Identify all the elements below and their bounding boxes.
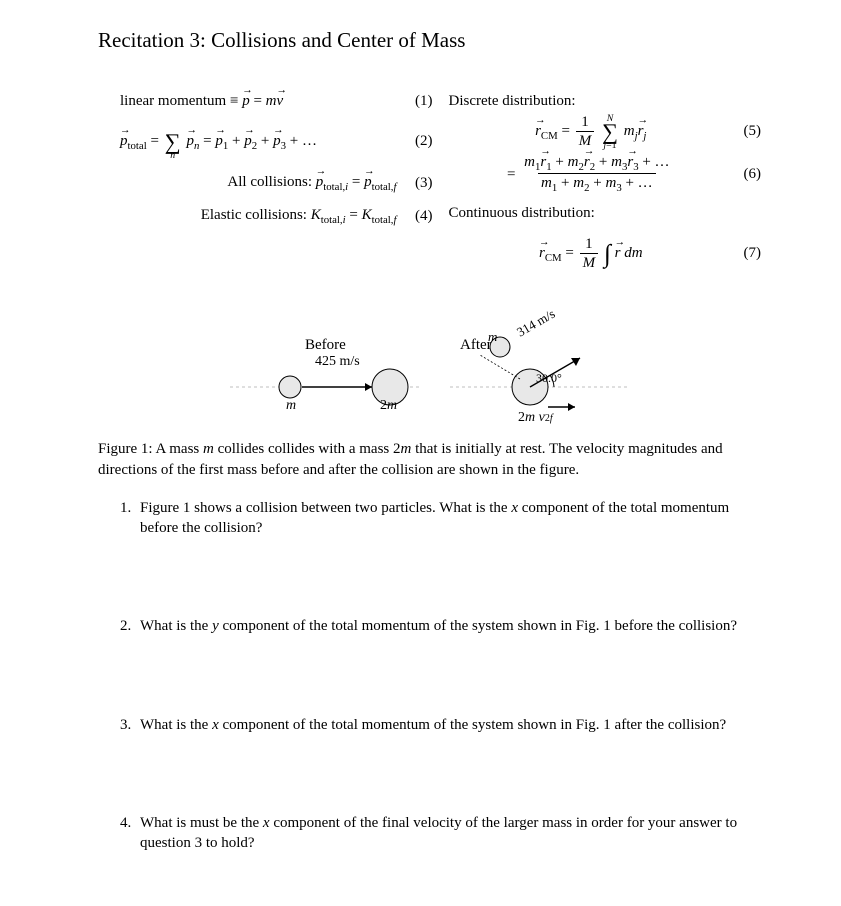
discrete-heading: Discrete distribution: — [449, 93, 734, 110]
mass-m-label: m — [286, 398, 296, 413]
eq3-number: (3) — [405, 175, 433, 192]
equation-5: rCM = 1M N∑j=1 mjrj (5) — [449, 114, 762, 150]
equation-3: All collisions: ptotal,i = ptotal,f (3) — [120, 174, 433, 193]
formula-block: linear momentum ≡ p = mv (1) ptotal = ∑n… — [120, 79, 761, 285]
left-column: linear momentum ≡ p = mv (1) ptotal = ∑n… — [120, 79, 433, 285]
q2-text: What is the y component of the total mom… — [140, 616, 761, 636]
mass-2m-after-label: 2m v2f — [518, 410, 554, 425]
question-4: 4. What is must be the x component of th… — [120, 813, 761, 854]
eq4-body: Elastic collisions: Ktotal,i = Ktotal,f — [120, 207, 405, 226]
right-column: Discrete distribution: rCM = 1M N∑j=1 mj… — [449, 79, 762, 285]
eq4-number: (4) — [405, 208, 433, 225]
document-page: Recitation 3: Collisions and Center of M… — [0, 0, 841, 905]
eq1-number: (1) — [405, 93, 433, 110]
q1-number: 1. — [120, 498, 140, 539]
eq5-number: (5) — [733, 123, 761, 140]
eq5-body: rCM = 1M N∑j=1 mjrj — [449, 114, 734, 150]
eq6-number: (6) — [733, 166, 761, 183]
figure-caption: Figure 1: A mass m collides collides wit… — [98, 439, 761, 480]
q3-number: 3. — [120, 715, 140, 735]
mass-2m-label: 2m — [380, 398, 397, 413]
equation-4: Elastic collisions: Ktotal,i = Ktotal,f … — [120, 207, 433, 226]
continuous-heading-row: Continuous distribution: — [449, 205, 762, 222]
figure-1: Before m 425 m/s 2m After 2m v2f m — [98, 309, 761, 429]
equation-2: ptotal = ∑n pn = p1 + p2 + p3 + … (2) — [120, 124, 433, 160]
discrete-heading-row: Discrete distribution: — [449, 93, 762, 110]
equation-6: = m1r1 + m2r2 + m3r3 + … m1 + m2 + m3 + … — [449, 154, 762, 196]
question-1: 1. Figure 1 shows a collision between tw… — [120, 498, 761, 539]
before-label: Before — [305, 337, 346, 353]
question-list: 1. Figure 1 shows a collision between tw… — [98, 498, 761, 854]
eq1-body: linear momentum ≡ p = mv — [120, 93, 405, 110]
question-3: 3. What is the x component of the total … — [120, 715, 761, 735]
equation-1: linear momentum ≡ p = mv (1) — [120, 93, 433, 110]
v-after-label: 314 m/s — [514, 309, 557, 340]
mass-m-after-label: m — [488, 329, 497, 344]
eq7-number: (7) — [733, 245, 761, 262]
continuous-heading: Continuous distribution: — [449, 205, 734, 222]
q1-text: Figure 1 shows a collision between two p… — [140, 498, 761, 539]
q4-text: What is must be the x component of the f… — [140, 813, 761, 854]
question-2: 2. What is the y component of the total … — [120, 616, 761, 636]
equation-7: rCM = 1M ∫ r dm (7) — [449, 236, 762, 271]
eq2-number: (2) — [405, 133, 433, 150]
angle-label: 30.0° — [536, 371, 562, 385]
q2-number: 2. — [120, 616, 140, 636]
q4-number: 4. — [120, 813, 140, 854]
page-title: Recitation 3: Collisions and Center of M… — [98, 28, 761, 53]
eq3-body: All collisions: ptotal,i = ptotal,f — [120, 174, 405, 193]
q3-text: What is the x component of the total mom… — [140, 715, 761, 735]
v-before-label: 425 m/s — [315, 354, 360, 369]
collision-diagram: Before m 425 m/s 2m After 2m v2f m — [220, 309, 640, 429]
elastic-collisions-label: Elastic collisions: — [201, 207, 307, 223]
eq7-body: rCM = 1M ∫ r dm — [449, 236, 734, 271]
after-label: After — [460, 337, 492, 353]
all-collisions-label: All collisions: — [227, 174, 312, 190]
eq6-body: = m1r1 + m2r2 + m3r3 + … m1 + m2 + m3 + … — [449, 154, 734, 196]
mass-m-before — [279, 376, 301, 398]
eq2-body: ptotal = ∑n pn = p1 + p2 + p3 + … — [120, 124, 405, 160]
